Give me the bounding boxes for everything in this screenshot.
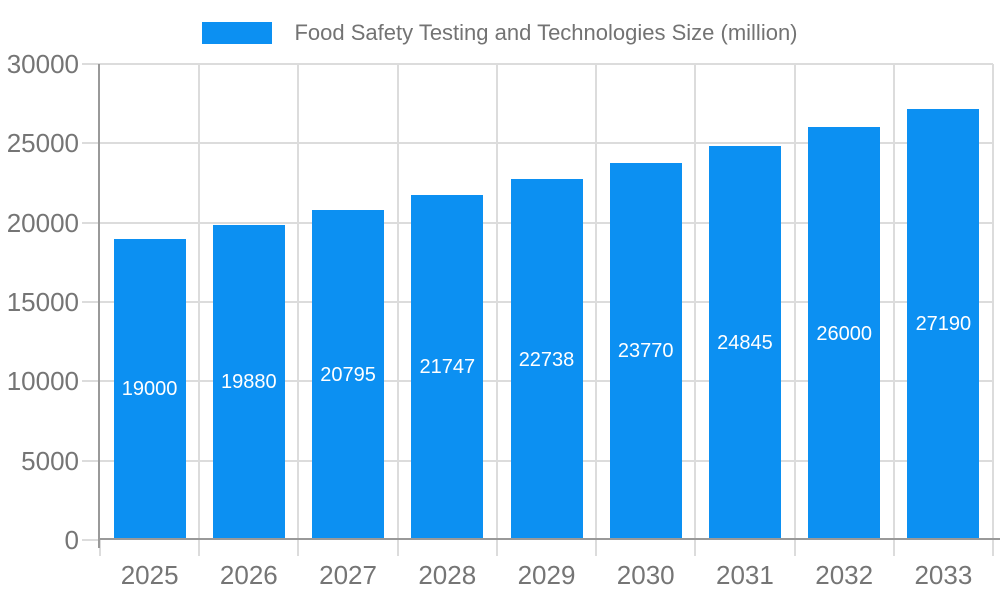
bar-value-label: 24845 [717,331,773,354]
y-axis-label: 5000 [21,445,79,476]
x-gridline [694,64,697,540]
legend-swatch-icon [202,22,273,44]
chart-legend: Food Safety Testing and Technologies Siz… [0,21,1000,45]
y-axis-line [98,64,100,548]
x-gridline [495,64,498,540]
bar-value-label: 23770 [617,340,674,363]
bar-value-label: 19000 [121,378,178,401]
y-axis-tick [82,142,100,145]
x-gridline [793,64,796,540]
bar-2031 [708,145,781,540]
x-axis-label: 2029 [517,560,576,590]
y-axis-tick [82,380,100,383]
chart-title: Food Safety Testing and Technologies Siz… [294,20,798,45]
x-axis-tick [992,540,994,556]
bar-2030 [609,162,682,540]
x-gridline [198,64,201,540]
x-axis-label: 2032 [815,560,874,590]
x-gridline [297,64,300,540]
x-axis-tick [892,540,895,556]
y-axis-tick [82,63,100,65]
bar-2027 [312,210,385,540]
x-axis-tick [595,540,598,556]
x-axis-tick [495,540,498,556]
y-axis-tick [82,459,100,462]
x-axis-label: 2026 [219,560,278,590]
x-axis-tick [694,540,697,556]
bar-value-label: 26000 [816,322,872,345]
x-axis-line [98,538,1000,540]
bar-value-label: 27190 [915,313,972,336]
y-axis-label: 25000 [6,128,79,159]
x-axis-tick [297,540,300,556]
y-axis-label: 15000 [6,287,79,317]
bar-2029 [510,179,583,540]
bar-2026 [212,224,285,540]
y-axis-tick [82,221,100,224]
x-axis-label: 2033 [914,560,973,590]
bar-value-label: 22738 [518,348,575,371]
x-axis-label: 2030 [616,560,675,590]
y-axis-label: 20000 [6,207,79,238]
x-axis-tick [396,540,399,556]
bar-value-label: 19880 [221,371,277,394]
y-axis-label: 30000 [6,49,79,79]
x-axis-label: 2027 [319,560,377,590]
y-gridline [100,63,993,65]
x-axis-tick [793,540,796,556]
bar-value-label: 21747 [419,356,476,379]
x-axis-tick [198,540,201,556]
bar-2028 [411,194,484,540]
y-axis-tick [82,539,100,541]
x-gridline [595,64,598,540]
x-axis-label: 2025 [120,560,179,590]
y-axis-tick [82,301,100,303]
x-gridline [396,64,399,540]
x-gridline [992,64,994,540]
x-axis-label: 2028 [418,560,477,590]
y-gridline [100,142,993,145]
bar-2032 [808,127,881,540]
bar-value-label: 20795 [320,364,376,387]
x-axis-tick [99,540,101,556]
x-axis-label: 2031 [716,560,774,590]
y-axis-label: 10000 [6,366,79,397]
y-axis-label: 0 [64,525,79,555]
bar-2025 [113,238,186,540]
x-gridline [892,64,895,540]
bar-2033 [907,108,980,540]
